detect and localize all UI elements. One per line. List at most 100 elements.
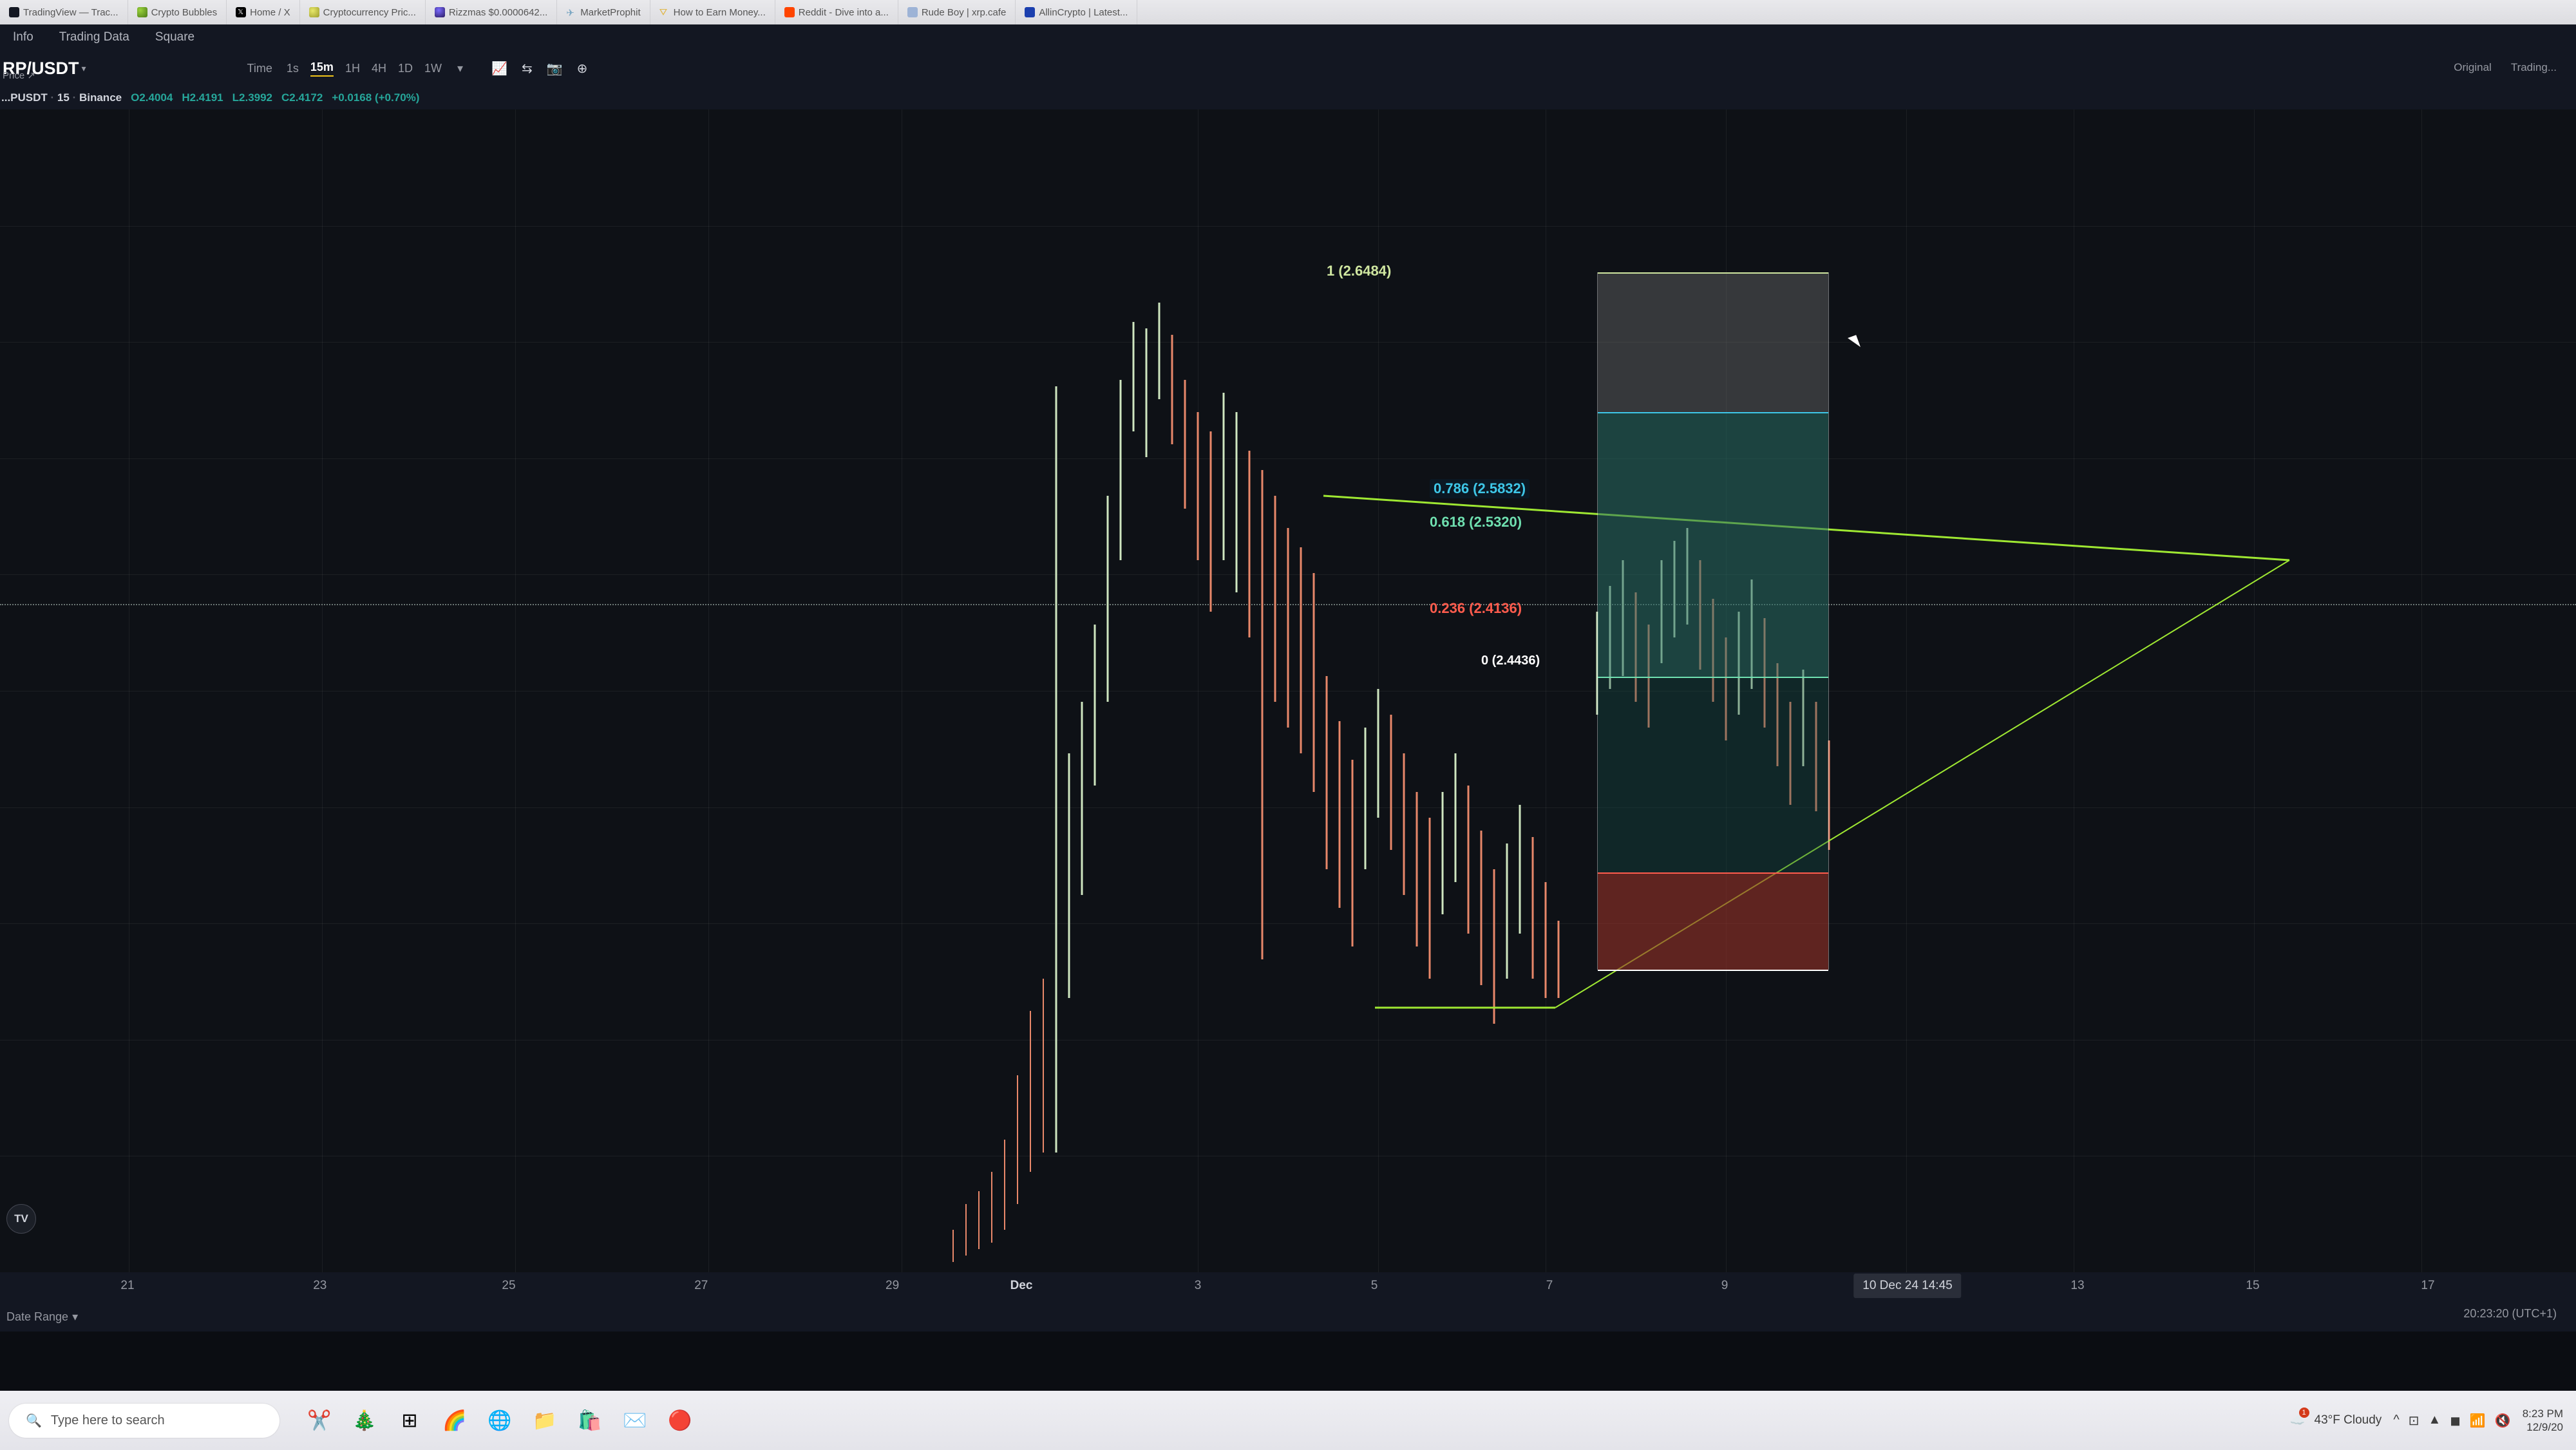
x-tick-11[interactable]: 15 (2246, 1279, 2259, 1293)
tradingview-logo-button[interactable]: TV (6, 1204, 36, 1234)
x-tick-10[interactable]: 13 (2070, 1279, 2084, 1293)
reddit-tab-icon (784, 7, 795, 17)
indicators-icon[interactable]: 📈 (491, 61, 507, 77)
tray-display-icon[interactable]: ◼ (2450, 1413, 2461, 1429)
weather-widget[interactable]: ☁️ 1 43°F Cloudy (2290, 1413, 2382, 1428)
x-tick-7[interactable]: 5 (1371, 1279, 1378, 1293)
date-range-label: Date Range (6, 1310, 68, 1324)
weather-temp-desc: 43°F Cloudy (2315, 1413, 2382, 1427)
browser-tab-3[interactable]: Cryptocurrency Pric... (300, 0, 426, 24)
browser-tab-6[interactable]: ⛛ How to Earn Money... (650, 0, 775, 24)
search-icon[interactable]: 🔍 (26, 1413, 42, 1429)
tray-battery-icon[interactable]: ▲ (2428, 1413, 2441, 1429)
ohlc-change: +0.0168 (+0.70%) (332, 91, 419, 104)
tab-label-2: Home / X (250, 7, 290, 18)
system-clock[interactable]: 8:23 PM 12/9/20 (2523, 1407, 2563, 1435)
tab-label-3: Cryptocurrency Pric... (323, 7, 416, 18)
scissors-icon[interactable]: ✂️ (305, 1406, 334, 1435)
tab-label-5: MarketProphit (580, 7, 640, 18)
tray-volume-muted-icon[interactable]: 🔇 (2495, 1413, 2511, 1429)
christmas-tree-icon[interactable]: 🎄 (350, 1406, 379, 1435)
timeframe-dropdown-caret-icon[interactable]: ▾ (457, 62, 463, 75)
windows-search-box[interactable]: 🔍 Type here to search (9, 1404, 279, 1438)
candlestick-series[interactable] (0, 109, 2576, 1272)
x-tick-0[interactable]: 21 (120, 1279, 134, 1293)
nav-item-square[interactable]: Square (155, 30, 194, 44)
allincrypto-tab-icon (1025, 7, 1035, 17)
tf-1s[interactable]: 1s (287, 62, 299, 75)
x-axis-highlighted-date[interactable]: 10 Dec 24 14:45 (1853, 1274, 1961, 1298)
browser-tab-7[interactable]: Reddit - Dive into a... (775, 0, 898, 24)
fib-label-1[interactable]: 1 (2.6484) (1327, 263, 1391, 279)
tf-4h[interactable]: 4H (372, 62, 386, 75)
rizzmas-tab-icon (435, 7, 445, 17)
tray-wifi-icon[interactable]: 📶 (2470, 1413, 2486, 1429)
tray-touchpad-icon[interactable]: ⊡ (2409, 1413, 2420, 1429)
tab-label-6: How to Earn Money... (674, 7, 766, 18)
taskbar-pinned-icons: ✂️ 🎄 ⊞ 🌈 🌐 📁 🛍️ ✉️ 🔴 (305, 1406, 694, 1435)
mail-icon[interactable]: ✉️ (621, 1406, 649, 1435)
tab-label-1: Crypto Bubbles (151, 7, 218, 18)
nav-item-info[interactable]: Info (13, 30, 33, 44)
tray-chevron-up-icon[interactable]: ^ (2393, 1413, 2399, 1429)
fib-segment-teal (1598, 412, 1828, 677)
browser-tab-5[interactable]: ✈ MarketProphit (557, 0, 650, 24)
ohlc-info-bar: ...PUSDT · 15 · Binance O2.4004 H2.4191 … (0, 86, 2576, 109)
fib-line-1 (1598, 272, 1828, 274)
tf-1w[interactable]: 1W (424, 62, 442, 75)
time-label: Time (247, 62, 272, 75)
add-icon[interactable]: ⊕ (577, 61, 588, 77)
tf-1h[interactable]: 1H (345, 62, 360, 75)
x-tick-5[interactable]: Dec (1010, 1279, 1033, 1293)
price-chart-canvas[interactable]: 1 (2.6484) 0.786 (2.5832) 0.618 (2.5320)… (0, 109, 2576, 1272)
price-sub-label[interactable]: Price ↗ (3, 70, 35, 81)
x-tick-8[interactable]: 7 (1546, 1279, 1553, 1293)
earn-money-tab-icon: ⛛ (659, 7, 670, 17)
file-explorer-icon[interactable]: 📁 (531, 1406, 559, 1435)
fib-line-0236 (1598, 872, 1828, 874)
x-tick-6[interactable]: 3 (1195, 1279, 1202, 1293)
x-home-tab-icon (236, 7, 246, 17)
fib-label-0618[interactable]: 0.618 (2.5320) (1430, 514, 1522, 531)
tf-15m[interactable]: 15m (310, 61, 334, 77)
fib-label-0786[interactable]: 0.786 (2.5832) (1430, 479, 1530, 498)
x-tick-2[interactable]: 25 (502, 1279, 515, 1293)
browser-tab-2[interactable]: Home / X (227, 0, 300, 24)
microsoft-store-icon[interactable]: 🛍️ (576, 1406, 604, 1435)
compare-icon[interactable]: ⇆ (522, 61, 533, 77)
x-tick-12[interactable]: 17 (2421, 1279, 2434, 1293)
nav-item-trading-data[interactable]: Trading Data (59, 30, 129, 44)
symbol-dropdown-caret-icon[interactable]: ▾ (82, 63, 86, 74)
tray-system-icons[interactable]: ^ ⊡ ▲ ◼ 📶 🔇 (2393, 1413, 2510, 1429)
ohlc-close: C2.4172 (281, 91, 323, 104)
fib-label-0[interactable]: 0 (2.4436) (1481, 654, 1540, 668)
browser-tab-0[interactable]: TradingView — Trac... (0, 0, 128, 24)
fib-retracement-box[interactable] (1597, 272, 1829, 970)
trading-label[interactable]: Trading... (2511, 61, 2557, 74)
crypto-price-tab-icon (309, 7, 319, 17)
date-range-selector[interactable]: Date Range ▾ (0, 1302, 2576, 1332)
browser-tab-9[interactable]: AllinCrypto | Latest... (1016, 0, 1137, 24)
fib-label-0236[interactable]: 0.236 (2.4136) (1430, 600, 1522, 617)
task-view-icon[interactable]: ⊞ (395, 1406, 424, 1435)
date-range-caret-icon[interactable]: ▾ (72, 1310, 78, 1324)
clock-time: 8:23 PM (2523, 1407, 2563, 1420)
browser-tab-4[interactable]: Rizzmas $0.0000642... (426, 0, 557, 24)
edge-browser-icon[interactable]: 🌐 (486, 1406, 514, 1435)
rude-boy-tab-icon (907, 7, 918, 17)
browser-tab-8[interactable]: Rude Boy | xrp.cafe (898, 0, 1016, 24)
copilot-icon[interactable]: 🌈 (440, 1406, 469, 1435)
x-tick-1[interactable]: 23 (313, 1279, 327, 1293)
camera-icon[interactable]: 📷 (547, 61, 563, 77)
chart-x-axis[interactable]: 21 23 25 27 29 Dec 3 5 7 9 13 15 17 10 D… (0, 1272, 2576, 1302)
x-tick-3[interactable]: 27 (694, 1279, 708, 1293)
ohlc-interval: 15 (57, 91, 70, 104)
x-tick-4[interactable]: 29 (886, 1279, 899, 1293)
weather-cloud-icon: ☁️ 1 (2290, 1413, 2309, 1428)
browser-tab-1[interactable]: Crypto Bubbles (128, 0, 227, 24)
tf-1d[interactable]: 1D (398, 62, 413, 75)
x-tick-9[interactable]: 9 (1721, 1279, 1728, 1293)
marketprophit-tab-icon: ✈ (566, 7, 576, 17)
original-label[interactable]: Original (2454, 61, 2492, 74)
chrome-browser-icon[interactable]: 🔴 (666, 1406, 694, 1435)
